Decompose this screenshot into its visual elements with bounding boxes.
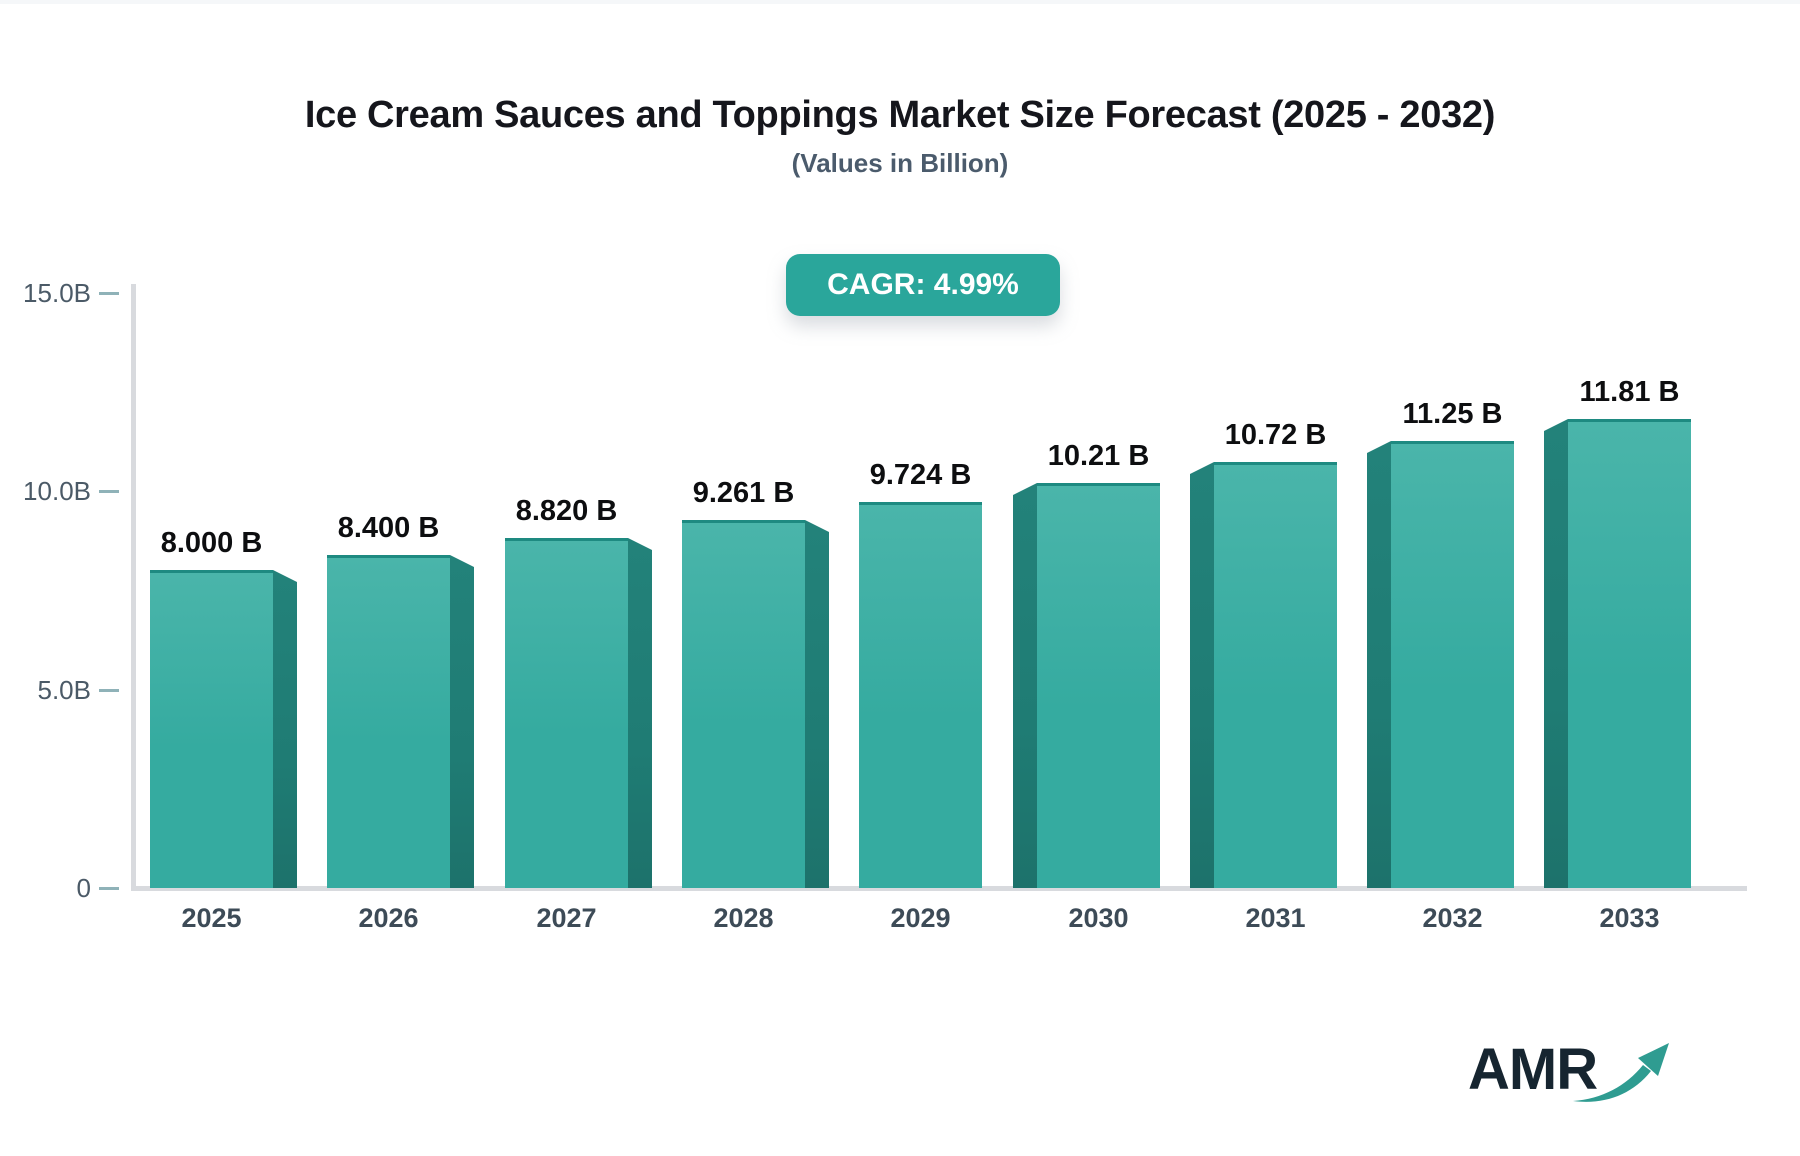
bar [327, 555, 450, 888]
cagr-badge: CAGR: 4.99% [786, 254, 1060, 316]
x-axis-baseline [131, 886, 1747, 891]
bar-side-face [1367, 441, 1391, 888]
bar-value-label: 9.724 B [869, 459, 972, 491]
x-axis-label: 2027 [536, 903, 597, 933]
y-axis-tick-label: 5.0B [37, 675, 92, 705]
bar-value-label: 11.25 B [1402, 398, 1503, 430]
bar-side-face [1190, 462, 1214, 888]
bar-value-label: 9.261 B [692, 477, 795, 509]
bar-value-label: 10.21 B [1047, 440, 1150, 472]
bar-value-label: 8.820 B [515, 495, 618, 527]
x-axis-label: 2031 [1245, 903, 1306, 933]
y-axis-tick-dash [99, 292, 119, 295]
bar-side-face [450, 555, 474, 888]
y-axis-tick-dash [99, 887, 119, 890]
bar [505, 538, 628, 888]
amr-logo-text: AMR [1468, 1037, 1598, 1102]
bar-side-face [273, 570, 297, 888]
bar [150, 570, 273, 888]
bar-value-label: 11.81 B [1579, 376, 1680, 408]
page-subtitle: (Values in Billion) [791, 148, 1009, 178]
bar-value-label: 8.000 B [160, 527, 263, 559]
x-axis-label: 2025 [181, 903, 242, 933]
bar-side-face [805, 520, 829, 888]
bar-side-face [1544, 419, 1568, 888]
bar-side-face [628, 538, 652, 888]
bar [1037, 483, 1160, 888]
y-axis-tick-label: 10.0B [23, 476, 91, 506]
y-axis-tick-label: 15.0B [23, 278, 91, 308]
x-axis-label: 2026 [358, 903, 419, 933]
bar [1214, 462, 1337, 888]
bar-side-face [1013, 483, 1037, 888]
x-axis-label: 2029 [890, 903, 951, 933]
x-axis-label: 2033 [1599, 903, 1660, 933]
y-axis-tick-dash [99, 490, 119, 493]
bar-value-label: 8.400 B [337, 512, 440, 544]
x-axis-label: 2032 [1422, 903, 1483, 933]
x-axis-label: 2028 [713, 903, 774, 933]
growth-arrow-icon [1573, 1043, 1669, 1102]
page-top-strip [0, 0, 1800, 4]
y-axis-line [131, 284, 136, 888]
bar [1391, 441, 1514, 888]
bar [859, 502, 982, 888]
bar-value-label: 10.72 B [1224, 419, 1327, 451]
page-title: Ice Cream Sauces and Toppings Market Siz… [304, 94, 1496, 136]
y-axis-tick-label: 0 [76, 873, 91, 903]
bar [1568, 419, 1691, 888]
x-axis-label: 2030 [1068, 903, 1129, 933]
bar [682, 520, 805, 888]
amr-logo: AMR [1468, 1036, 1708, 1116]
y-axis-tick-dash [99, 689, 119, 692]
